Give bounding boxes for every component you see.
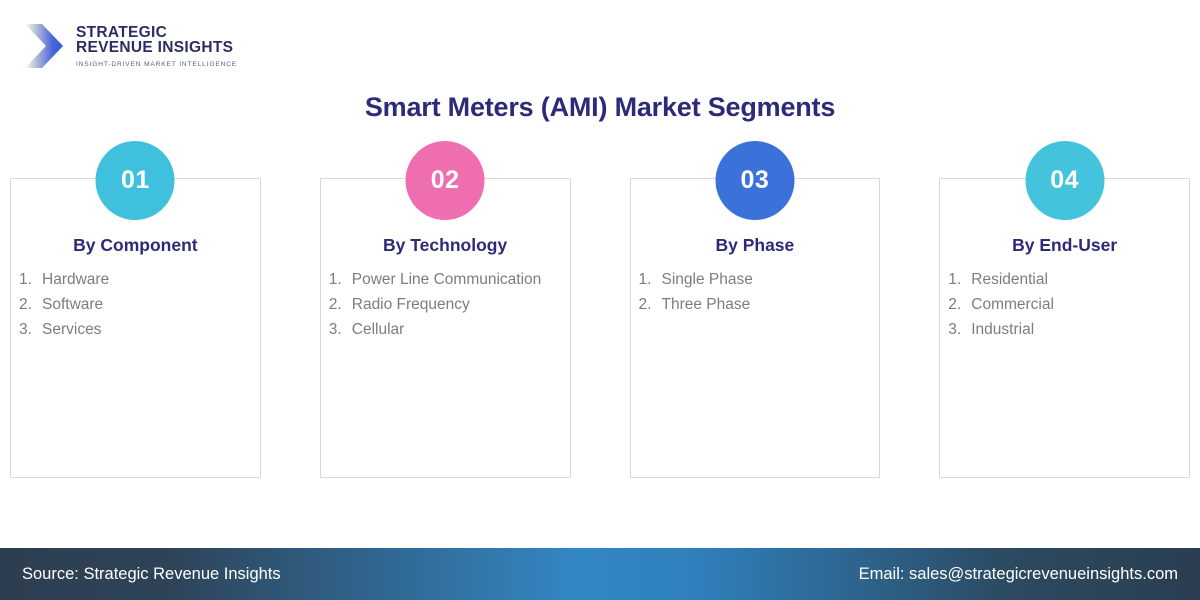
segment-list-02: 1. Power Line Communication 2. Radio Frequ… [329, 267, 570, 342]
footer-email: Email: sales@strategicrevenueinsights.co… [858, 564, 1178, 583]
list-item: 3. Services [19, 321, 102, 338]
list-item-label: Services [42, 321, 102, 338]
list-item: 3. Industrial [948, 321, 1035, 338]
chevron-arrow-logo-icon [25, 24, 63, 68]
segment-badge-02: 02 [405, 141, 485, 220]
segment-title-01: By Component [73, 235, 198, 255]
list-item: 1. Hardware [19, 271, 110, 288]
segment-title-03: By Phase [715, 235, 795, 255]
list-item: 1. Power Line Communication [328, 271, 542, 288]
segment-card-01: 01 By Component 1. Hardware 2. Software 3.… [10, 141, 261, 478]
footer-source: Source: Strategic Revenue Insights [22, 564, 281, 583]
list-item-label: Three Phase [661, 296, 751, 313]
list-item: 2. Software [19, 296, 104, 313]
segment-badge-04: 04 [1025, 141, 1105, 220]
segment-list-04: 1. Residential 2. Commercial 3. Industrial [948, 267, 1189, 342]
list-item: 2. Radio Frequency [328, 296, 470, 313]
list-item-label: Industrial [971, 321, 1035, 338]
brand-tagline: INSIGHT-DRIVEN MARKET INTELLIGENCE [76, 60, 238, 68]
segment-title-02: By Technology [383, 235, 508, 255]
segment-title-04: By End-User [1012, 235, 1118, 255]
list-item: 1. Residential [948, 271, 1048, 288]
list-item: 2. Commercial [948, 296, 1054, 313]
list-item-label: Commercial [971, 296, 1054, 313]
segment-card-02: 02 By Technology 1. Power Line Communicat… [319, 141, 571, 478]
list-item-label: Radio Frequency [351, 296, 470, 313]
brand-logo: STRATEGIC REVENUE INSIGHTS INSIGHT-DRIVE… [22, 20, 237, 72]
brand-name-line2: REVENUE INSIGHTS [76, 39, 234, 56]
page-title: Smart Meters (AMI) Market Segments [364, 92, 836, 122]
segment-list-01: 1. Hardware 2. Software 3. Services [19, 267, 260, 342]
list-item-label: Cellular [351, 321, 405, 338]
brand-name-line1: STRATEGIC [76, 23, 168, 41]
segment-card-04: 04 By End-User 1. Residential 2. Commercia… [939, 141, 1190, 478]
segment-card-row: 01 By Component 1. Hardware 2. Software 3.… [10, 141, 1190, 478]
segment-badge-01: 01 [95, 141, 175, 220]
list-item-label: Residential [971, 271, 1048, 288]
list-item: 3. Cellular [328, 321, 405, 338]
list-item: 1. Single Phase [638, 271, 753, 288]
list-item-label: Software [42, 296, 104, 313]
footer-bar: Source: Strategic Revenue Insights Email… [0, 548, 1200, 600]
list-item-label: Single Phase [661, 271, 753, 288]
list-item: 2. Three Phase [638, 296, 751, 313]
list-item-label: Hardware [42, 271, 110, 288]
segment-list-03: 1. Single Phase 2. Three Phase [639, 267, 880, 317]
list-item-label: Power Line Communication [351, 271, 542, 288]
segment-badge-03: 03 [715, 141, 795, 220]
segment-card-03: 03 By Phase 1. Single Phase 2. Three Phase [629, 141, 881, 478]
